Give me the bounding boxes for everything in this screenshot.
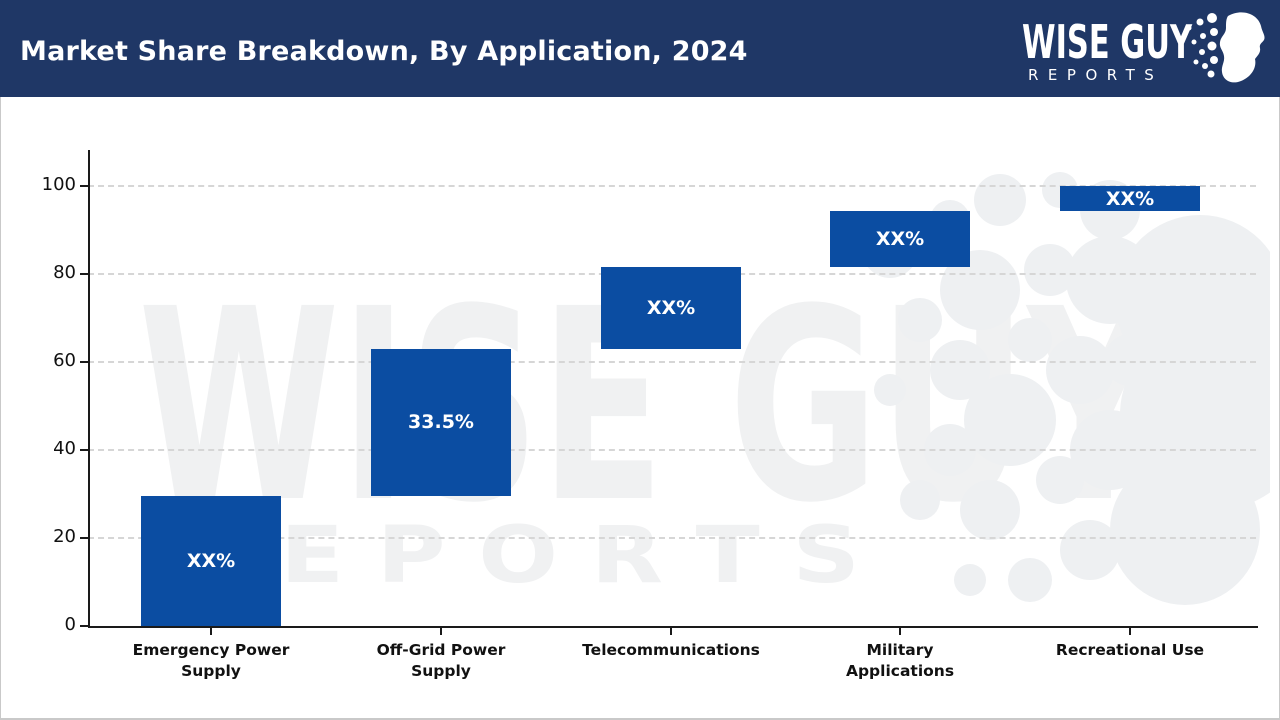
x-tick-3: [899, 628, 901, 635]
y-axis-spine: [88, 150, 90, 628]
bar-military-applications: XX%: [830, 211, 970, 268]
bar-recreational-use: XX%: [1060, 186, 1200, 212]
x-tick-1: [440, 628, 442, 635]
y-tick-0: [80, 625, 88, 627]
gridline-y100: [88, 185, 1256, 187]
bar-off-grid-power-supply: 33.5%: [371, 348, 511, 497]
x-tick-2: [670, 628, 672, 635]
bar-value-label: XX%: [1105, 187, 1155, 210]
x-tick-label-2: Telecommunications: [582, 641, 760, 659]
frame-border-bottom: [0, 718, 1280, 720]
header: Market Share Breakdown, By Application, …: [0, 0, 1280, 97]
x-tick-label-1: Off-Grid Power Supply: [376, 641, 506, 680]
bar-value-label: XX%: [186, 550, 236, 573]
y-tick-80: [80, 273, 88, 275]
y-tick-label-100: 100: [41, 174, 76, 195]
frame-border-left: [0, 97, 1, 720]
y-tick-label-0: 0: [64, 614, 76, 635]
bar-emergency-power-supply: XX%: [141, 496, 281, 626]
y-tick-20: [80, 537, 88, 539]
y-tick-60: [80, 361, 88, 363]
bar-value-label: 33.5%: [408, 411, 474, 434]
x-tick-label-0: Emergency Power Supply: [132, 641, 290, 680]
x-tick-label-4: Recreational Use: [1055, 641, 1205, 659]
logo-line2: REPORTS: [1028, 66, 1163, 84]
gridline-y60: [88, 361, 1256, 363]
gridline-y20: [88, 537, 1256, 539]
x-tick-label-3: Military Applications: [845, 641, 955, 680]
y-tick-label-20: 20: [53, 526, 76, 547]
y-tick-label-80: 80: [53, 262, 76, 283]
gridline-y40: [88, 449, 1256, 451]
watermark-line2: R E P O R T S: [175, 511, 860, 601]
page-title: Market Share Breakdown, By Application, …: [20, 36, 748, 67]
x-tick-4: [1129, 628, 1131, 635]
logo-line1: WISE GUY: [1022, 15, 1192, 69]
brand-logo: WISE GUY REPORTS: [1022, 12, 1265, 84]
bar-value-label: XX%: [646, 297, 696, 320]
bar-telecommunications: XX%: [601, 267, 741, 349]
y-tick-label-40: 40: [53, 438, 76, 459]
y-tick-40: [80, 449, 88, 451]
logo-face-icon: [1186, 12, 1265, 83]
x-axis-spine: [88, 626, 1258, 628]
bar-value-label: XX%: [875, 228, 925, 251]
x-tick-0: [210, 628, 212, 635]
y-tick-label-60: 60: [53, 350, 76, 371]
y-tick-100: [80, 185, 88, 187]
